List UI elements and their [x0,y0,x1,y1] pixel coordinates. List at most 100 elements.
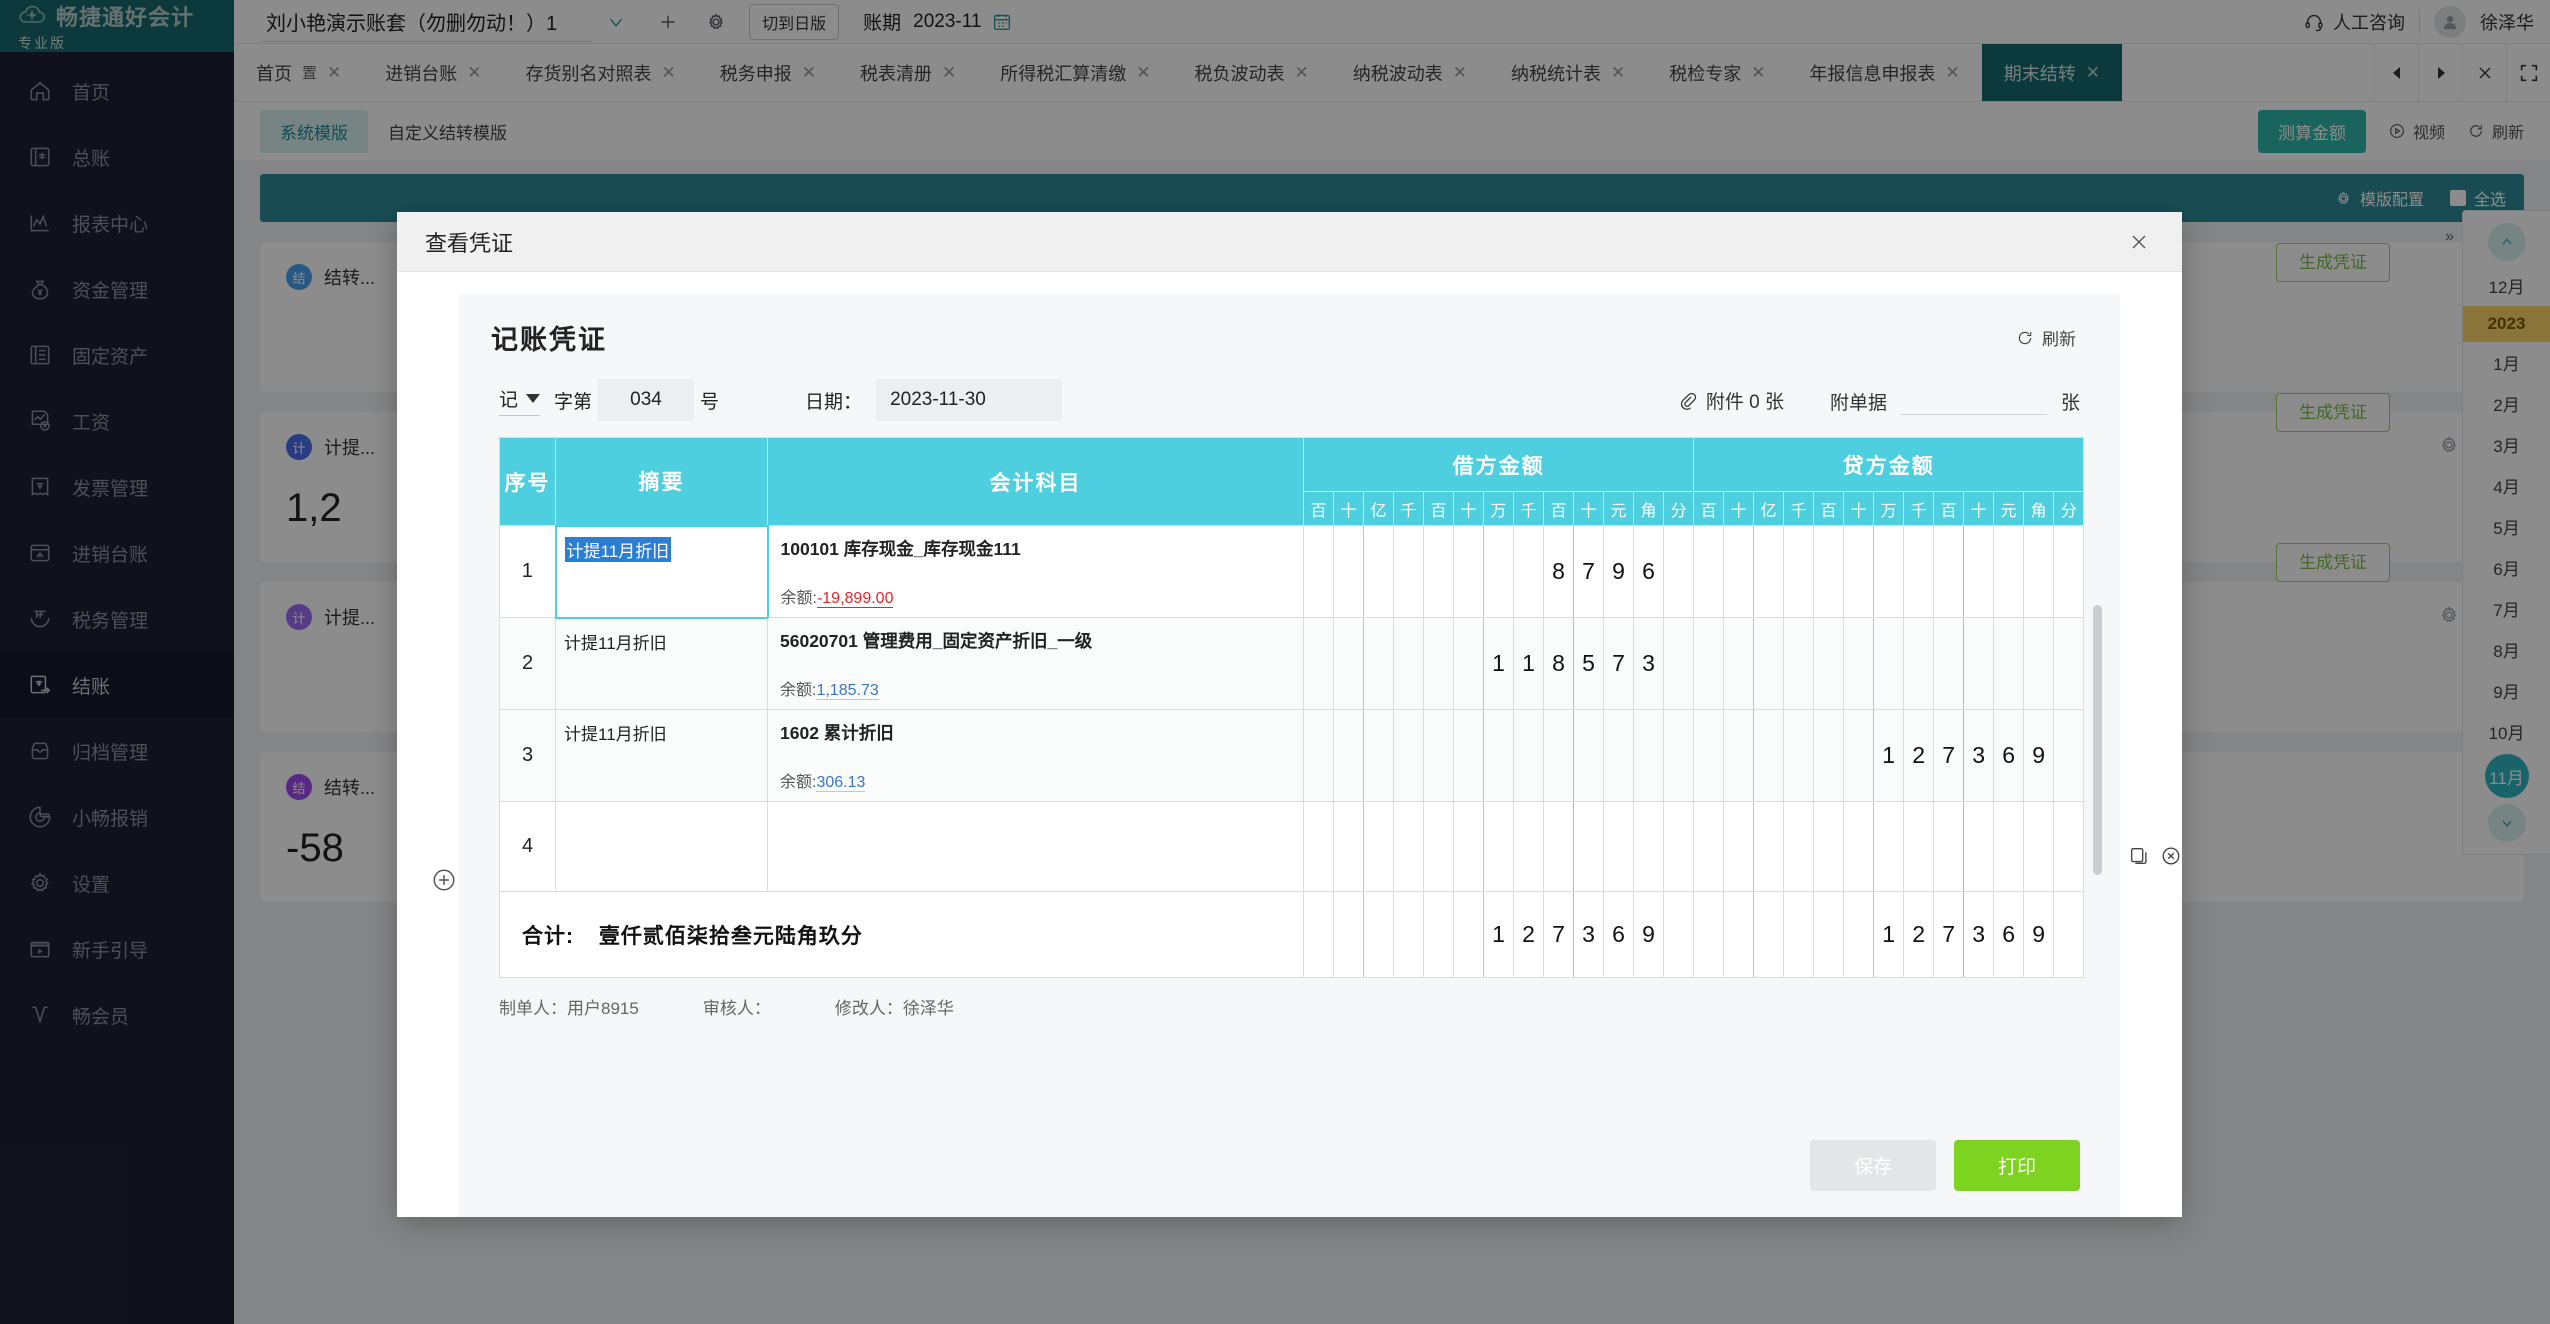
voucher-word-select[interactable]: 记 [499,385,541,416]
debit-digit[interactable] [1483,525,1514,618]
credit-digit[interactable] [1963,525,1995,618]
credit-digit[interactable] [1843,525,1875,618]
copy-icon[interactable] [2128,845,2150,867]
credit-digit[interactable] [2023,801,2055,892]
receipt-input[interactable] [1900,385,2047,415]
tab-close-icon[interactable]: ✕ [1751,62,1766,82]
row-abstract-cell[interactable] [555,801,768,892]
tab-close-icon[interactable]: ✕ [467,62,482,82]
template-config-button[interactable]: 模版配置 [2335,186,2424,210]
credit-digit[interactable] [1903,525,1935,618]
tab-home[interactable]: 首页 置 ✕ [234,44,363,101]
tab-close-icon[interactable]: ✕ [2085,62,2101,82]
month-item-8[interactable]: 8月 [2493,642,2520,661]
debit-digit[interactable] [1393,801,1424,892]
tab-nav-next[interactable] [2418,44,2462,101]
generate-voucher-button-3[interactable]: 生成凭证 [2276,543,2390,582]
sidebar-item-vip[interactable]: 畅会员 [0,982,234,1048]
sidebar-item-stock-ledger[interactable]: 进销台账 [0,520,234,586]
tab-inventory-alias[interactable]: 存货别名对照表 ✕ [504,44,698,101]
credit-digit[interactable] [2053,709,2085,802]
tab-tax-filing[interactable]: 税务申报 ✕ [698,44,838,101]
sidebar-item-fixed-assets[interactable]: 固定资产 [0,322,234,388]
voucher-refresh-button[interactable]: 刷新 [2016,325,2076,350]
tab-nav-prev[interactable] [2374,44,2418,101]
debit-digit[interactable] [1633,709,1664,802]
chevron-down-icon[interactable] [599,5,633,39]
plus-icon[interactable] [651,5,685,39]
debit-digit[interactable] [1603,709,1634,802]
tab-nav-close-all[interactable] [2462,44,2506,101]
credit-digit[interactable] [1813,617,1845,710]
debit-digit[interactable] [1303,709,1334,802]
sidebar-item-tax[interactable]: 税务管理 [0,586,234,652]
print-button[interactable]: 打印 [1953,1140,2080,1191]
debit-digit[interactable]: 1 [1513,617,1544,710]
tab-close-icon[interactable]: ✕ [1611,62,1626,82]
debit-digit[interactable] [1453,617,1484,710]
credit-digit[interactable] [1963,801,1995,892]
row-abstract-cell[interactable]: 计提11月折旧 [555,709,768,802]
close-icon[interactable] [2124,227,2154,257]
credit-digit[interactable] [1693,709,1725,802]
tab-tax-register[interactable]: 税表清册 ✕ [838,44,978,101]
month-item-2[interactable]: 2月 [2493,396,2520,415]
debit-digit[interactable] [1393,617,1424,710]
checkbox-icon[interactable] [2449,190,2466,206]
tab-close-icon[interactable]: ✕ [1136,62,1151,82]
debit-digit[interactable] [1573,801,1604,892]
credit-digit[interactable] [1783,525,1815,618]
credit-digit[interactable] [1753,617,1785,710]
row-account-cell[interactable]: 56020701 管理费用_固定资产折旧_一级 余额:1,185.73 [767,617,1304,710]
credit-digit[interactable] [2053,801,2085,892]
debit-digit[interactable] [1393,709,1424,802]
tab-stock-ledger[interactable]: 进销台账 ✕ [363,44,503,101]
tab-tax-burden-fluctuation[interactable]: 税负波动表 ✕ [1173,44,1331,101]
debit-digit[interactable] [1423,525,1454,618]
credit-digit[interactable] [1843,617,1875,710]
tab-income-tax-settlement[interactable]: 所得税汇算清缴 ✕ [978,44,1172,101]
tab-tax-fluctuation[interactable]: 纳税波动表 ✕ [1331,44,1489,101]
month-item-12[interactable]: 12月 [2488,278,2525,297]
tab-close-icon[interactable]: ✕ [1294,62,1309,82]
credit-digit[interactable] [1993,617,2025,710]
tab-close-icon[interactable]: ✕ [327,62,342,82]
debit-digit[interactable] [1453,801,1484,892]
user-name[interactable]: 徐泽华 [2480,12,2534,33]
sidebar-item-invoice[interactable]: 发票管理 [0,454,234,520]
tab-close-icon[interactable]: ✕ [801,62,817,82]
credit-digit[interactable] [1933,801,1965,892]
month-item-6[interactable]: 6月 [2493,560,2520,579]
table-row[interactable]: 3 计提11月折旧 1602 累计折旧 余额:306.13 [499,709,2085,802]
account-set-name[interactable]: 刘小艳演示账套（勿删勿动！）1 [266,13,558,35]
credit-digit[interactable] [1723,709,1755,802]
tab-tax-expert[interactable]: 税检专家 ✕ [1647,44,1787,101]
debit-digit[interactable] [1333,709,1364,802]
debit-digit[interactable] [1483,801,1514,892]
debit-digit[interactable]: 8 [1543,525,1574,618]
debit-digit[interactable] [1633,801,1664,892]
credit-digit[interactable] [1843,801,1875,892]
attachment-link[interactable]: 附件 0 张 [1678,387,1784,414]
gear-icon[interactable] [699,5,733,39]
month-item-11-current[interactable]: 11月 [2484,754,2529,798]
sidebar-item-reimburse[interactable]: 小畅报销 [0,784,234,850]
credit-digit[interactable] [1723,525,1755,618]
debit-digit[interactable] [1662,801,1695,892]
credit-digit[interactable]: 7 [1933,709,1965,802]
avatar[interactable] [2434,5,2466,38]
support-link[interactable]: 人工咨询 [2303,9,2405,35]
debit-digit[interactable] [1363,801,1394,892]
debit-digit[interactable] [1363,709,1394,802]
select-all-toggle[interactable]: 全选 [2449,186,2506,210]
debit-digit[interactable] [1423,801,1454,892]
credit-digit[interactable] [1993,525,2025,618]
sidebar-item-closing[interactable]: 结账 [0,652,234,718]
calc-amount-button[interactable]: 测算金额 [2257,109,2366,153]
debit-digit[interactable] [1303,801,1334,892]
tab-period-end-closing[interactable]: 期末结转 ✕ [1981,44,2123,101]
gear-icon[interactable] [2438,604,2460,629]
sidebar-item-funds[interactable]: 资金管理 [0,256,234,322]
debit-digit[interactable]: 6 [1633,525,1664,618]
debit-digit[interactable] [1543,709,1574,802]
